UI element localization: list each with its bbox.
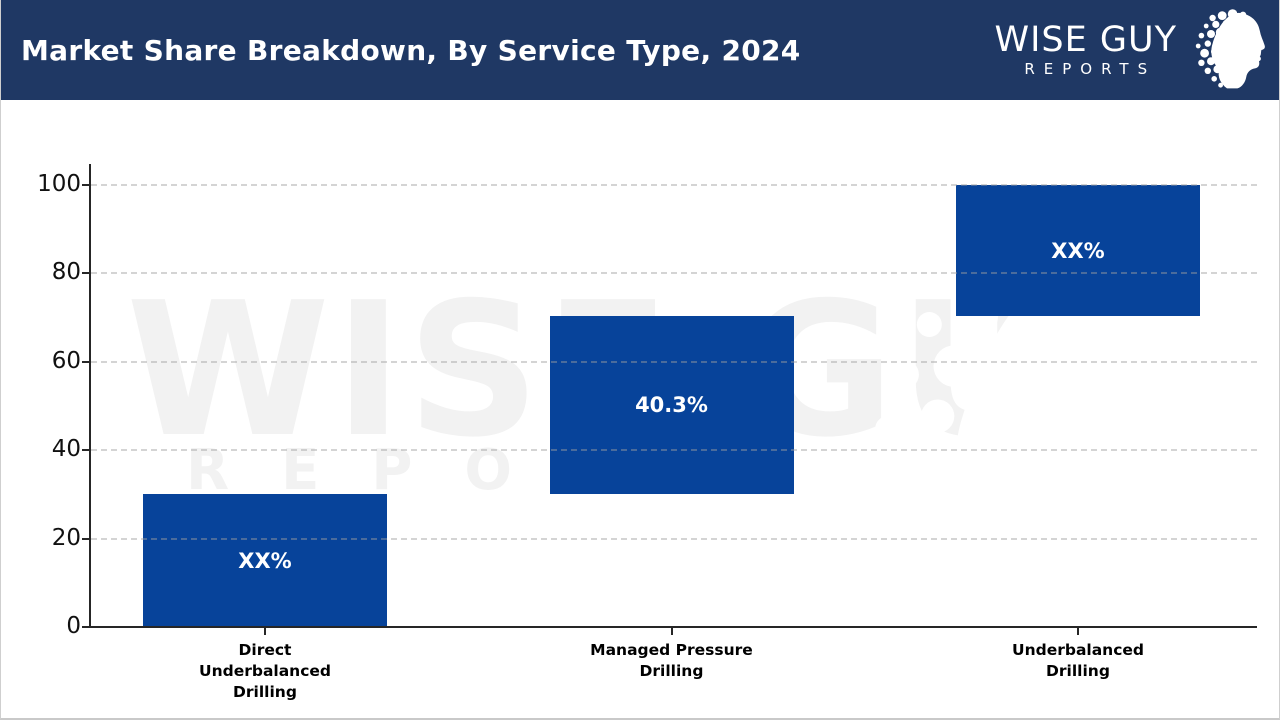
bar-2 (549, 316, 794, 495)
gridline-y20 (91, 537, 1257, 540)
brand-face-icon (1195, 9, 1265, 89)
x-tick-1 (264, 628, 266, 635)
gridline-y80 (91, 272, 1257, 275)
y-tick-0 (82, 626, 89, 628)
bar-value-label-1: XX% (238, 548, 292, 573)
y-tick-80 (82, 272, 89, 275)
x-category-label-3: Underbalanced Drilling (1011, 641, 1145, 680)
y-tick-label-0: 0 (66, 613, 81, 639)
x-axis-line (89, 626, 1257, 628)
x-category-label-1: Direct Underbalanced Drilling (198, 641, 332, 701)
bar-1 (143, 494, 387, 627)
bar-3 (956, 185, 1200, 317)
brand-logo: WISE GUY REPORTS (994, 6, 1279, 94)
header-bar: Market Share Breakdown, By Service Type,… (1, 0, 1279, 100)
chart-title: Market Share Breakdown, By Service Type,… (21, 33, 801, 67)
y-tick-label-80: 80 (51, 259, 81, 286)
brand-name: WISE GUY (994, 20, 1177, 60)
gridline-y100 (91, 184, 1257, 186)
x-tick-3 (1077, 628, 1079, 635)
y-axis-line (89, 164, 91, 628)
x-tick-2 (670, 628, 673, 635)
y-tick-label-100: 100 (37, 171, 81, 197)
y-tick-40 (82, 449, 89, 452)
y-tick-60 (82, 360, 89, 363)
x-category-label-2: Managed Pressure Drilling (590, 641, 753, 680)
y-tick-20 (82, 537, 89, 540)
bar-value-label-3: XX% (1051, 238, 1105, 263)
gridline-y40 (91, 449, 1257, 452)
bar-value-label-2: 40.3% (635, 393, 708, 418)
y-tick-100 (82, 184, 89, 186)
y-tick-label-60: 60 (51, 347, 81, 374)
y-tick-label-40: 40 (51, 436, 81, 463)
brand-logo-text: WISE GUY REPORTS (994, 23, 1177, 77)
y-tick-label-20: 20 (51, 524, 81, 551)
gridline-y60 (91, 360, 1257, 363)
brand-subtitle: REPORTS (1024, 60, 1157, 78)
